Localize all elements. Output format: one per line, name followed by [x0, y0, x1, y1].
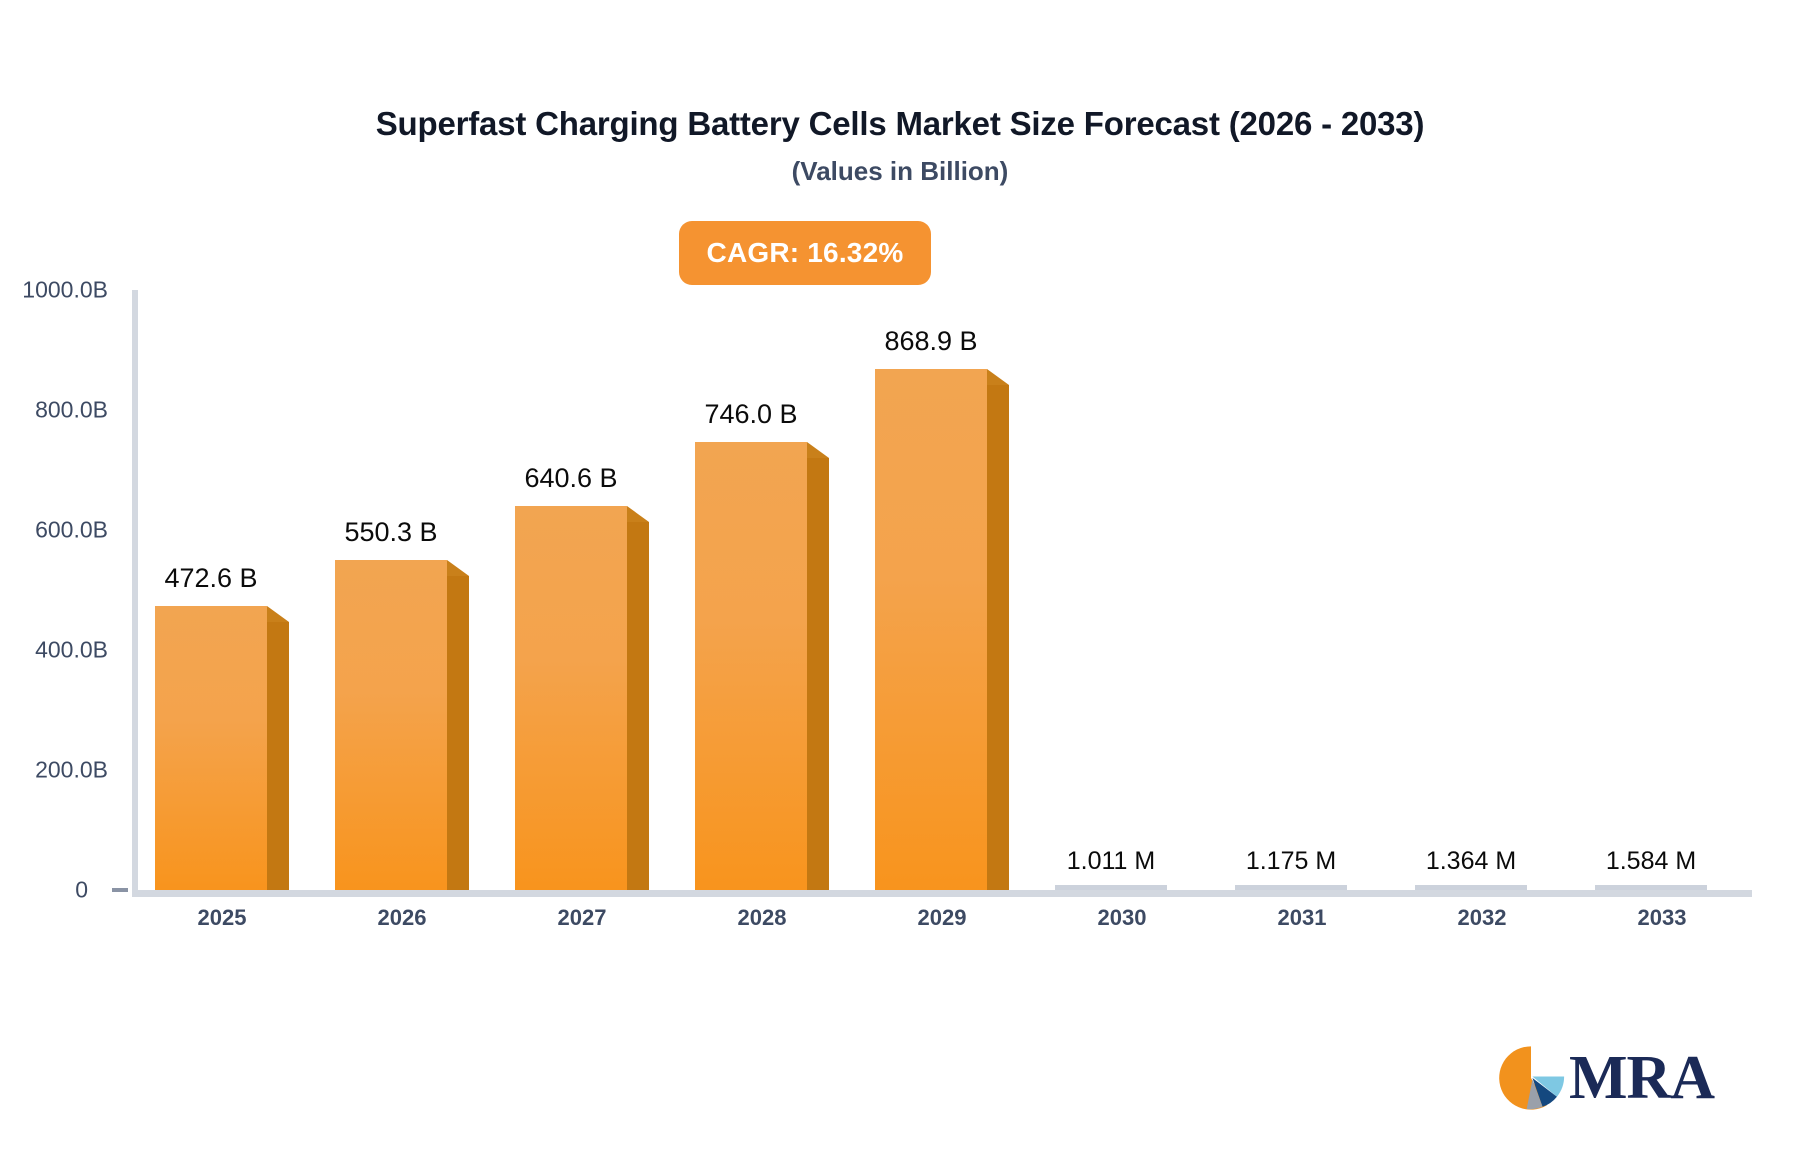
bar-stub	[1595, 885, 1707, 890]
bar-side-face	[447, 575, 469, 890]
plot-area: 472.6 B 550.3 B 640.6 B 746.0 B 868.9 B 1.011…	[132, 290, 1752, 897]
y-axis-tick-label: 600.0B	[35, 516, 108, 543]
x-axis-tick-label: 2025	[197, 905, 247, 930]
bar-front-face	[695, 442, 807, 890]
x-axis-tick-label: 2032	[1457, 905, 1507, 930]
bar-stub	[1055, 885, 1167, 890]
bar-side-face	[267, 622, 289, 890]
x-axis-line	[132, 890, 1752, 897]
bar-group: 746.0 B	[695, 290, 829, 890]
bar-top-bevel	[987, 368, 1009, 385]
bar	[695, 442, 829, 890]
bar-value-label: 1.175 M	[1245, 847, 1337, 875]
title-block: Superfast Charging Battery Cells Market …	[0, 104, 1800, 187]
y-axis-tick-label: 0	[75, 876, 88, 903]
bar-top-bevel	[627, 505, 649, 522]
bar-group: 1.584 M	[1595, 290, 1729, 890]
x-axis-tick-label: 2026	[377, 905, 427, 930]
cagr-badge-label: CAGR: 16.32%	[706, 237, 904, 268]
bar-side-face	[807, 458, 829, 890]
logo-wordmark: MRA	[1569, 1043, 1715, 1112]
bar-series: 472.6 B 550.3 B 640.6 B 746.0 B 868.9 B 1.011…	[132, 290, 1752, 890]
bar-top-bevel	[807, 442, 829, 459]
bar-group: 472.6 B	[155, 290, 289, 890]
bar-side-face	[627, 521, 649, 890]
y-axis-zero-tick	[112, 888, 128, 892]
chart-title: Superfast Charging Battery Cells Market …	[375, 105, 1425, 142]
cagr-badge: CAGR: 16.32%	[679, 221, 931, 285]
bar-value-label: 1.364 M	[1425, 847, 1517, 875]
y-axis-tick-label: 800.0B	[35, 396, 108, 423]
bar-front-face	[515, 505, 627, 890]
y-axis-tick-label: 200.0B	[35, 756, 108, 783]
x-axis-tick-label: 2033	[1637, 905, 1687, 930]
bar	[155, 606, 289, 890]
bar-value-label: 746.0 B	[704, 399, 798, 430]
bar-group: 1.175 M	[1235, 290, 1369, 890]
y-axis-tick-label: 400.0B	[35, 636, 108, 663]
bar-value-label: 1.011 M	[1066, 847, 1156, 875]
bar-value-label: 868.9 B	[884, 325, 978, 356]
bar-front-face	[875, 368, 987, 890]
bar	[335, 559, 469, 890]
bar-top-bevel	[267, 606, 289, 623]
bar-front-face	[335, 559, 447, 890]
y-axis-tick-label: 1000.0B	[22, 276, 108, 303]
bar	[515, 505, 649, 890]
bar-value-label: 550.3 B	[344, 516, 438, 547]
x-axis-tick-labels: 2025 2026 2027 2028 2029 2030 2031 2032 2033	[132, 905, 1752, 945]
x-axis-tick-label: 2030	[1097, 905, 1147, 930]
bar	[875, 368, 1009, 890]
bar-front-face	[155, 606, 267, 890]
bar-side-face	[987, 384, 1009, 890]
y-axis-tick-labels: 1000.0B 800.0B 600.0B 400.0B 200.0B 0	[0, 277, 132, 903]
brand-logo: MRA	[1495, 1035, 1715, 1120]
x-axis-tick-label: 2029	[917, 905, 967, 930]
chart-subtitle: (Values in Billion)	[791, 155, 1009, 186]
bar-group: 550.3 B	[335, 290, 469, 890]
bar-group: 1.011 M	[1055, 290, 1189, 890]
bar-value-label: 472.6 B	[164, 563, 258, 594]
bar-group: 640.6 B	[515, 290, 649, 890]
bar-group: 1.364 M	[1415, 290, 1549, 890]
pie-chart-icon	[1499, 1045, 1565, 1110]
bar-value-label: 640.6 B	[524, 462, 618, 493]
bar-stub	[1235, 885, 1347, 890]
bar-value-label: 1.584 M	[1605, 847, 1697, 875]
x-axis-tick-label: 2027	[557, 905, 607, 930]
bar-stub	[1415, 885, 1527, 890]
bar-top-bevel	[447, 559, 469, 576]
x-axis-tick-label: 2028	[737, 905, 787, 930]
bar-group: 868.9 B	[875, 290, 1009, 890]
y-axis-line	[132, 290, 138, 890]
x-axis-tick-label: 2031	[1277, 905, 1327, 930]
